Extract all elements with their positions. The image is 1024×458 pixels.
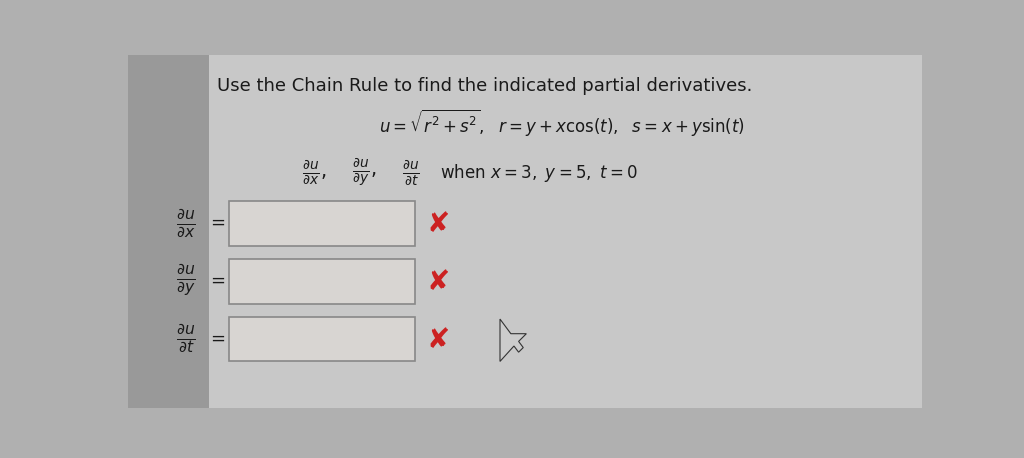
- FancyBboxPatch shape: [228, 259, 415, 304]
- Text: when $x = 3,\ y = 5,\ t = 0$: when $x = 3,\ y = 5,\ t = 0$: [439, 162, 638, 184]
- Text: =: =: [210, 272, 224, 289]
- Polygon shape: [500, 319, 526, 361]
- Text: $\frac{\partial u}{\partial y}$: $\frac{\partial u}{\partial y}$: [176, 262, 196, 299]
- FancyBboxPatch shape: [228, 201, 415, 246]
- Text: ✘: ✘: [426, 268, 450, 296]
- Text: ✘: ✘: [426, 210, 450, 238]
- FancyBboxPatch shape: [228, 317, 415, 361]
- Text: $u = \sqrt{r^2 + s^2},$  $r = y + x\cos(t),$  $s = x + y\sin(t)$: $u = \sqrt{r^2 + s^2},$ $r = y + x\cos(t…: [379, 107, 745, 138]
- Text: $\frac{\partial u}{\partial y},$: $\frac{\partial u}{\partial y},$: [352, 157, 377, 189]
- Text: Use the Chain Rule to find the indicated partial derivatives.: Use the Chain Rule to find the indicated…: [217, 76, 753, 94]
- Text: $\frac{\partial u}{\partial t}$: $\frac{\partial u}{\partial t}$: [402, 158, 420, 187]
- Text: $\frac{\partial u}{\partial x}$: $\frac{\partial u}{\partial x}$: [176, 207, 196, 239]
- FancyBboxPatch shape: [209, 55, 922, 408]
- Text: =: =: [210, 214, 224, 232]
- Text: $\frac{\partial u}{\partial t}$: $\frac{\partial u}{\partial t}$: [176, 322, 196, 354]
- Text: $\frac{\partial u}{\partial x},$: $\frac{\partial u}{\partial x},$: [302, 158, 327, 187]
- FancyBboxPatch shape: [128, 55, 209, 408]
- Text: =: =: [210, 329, 224, 347]
- Text: ✘: ✘: [426, 326, 450, 354]
